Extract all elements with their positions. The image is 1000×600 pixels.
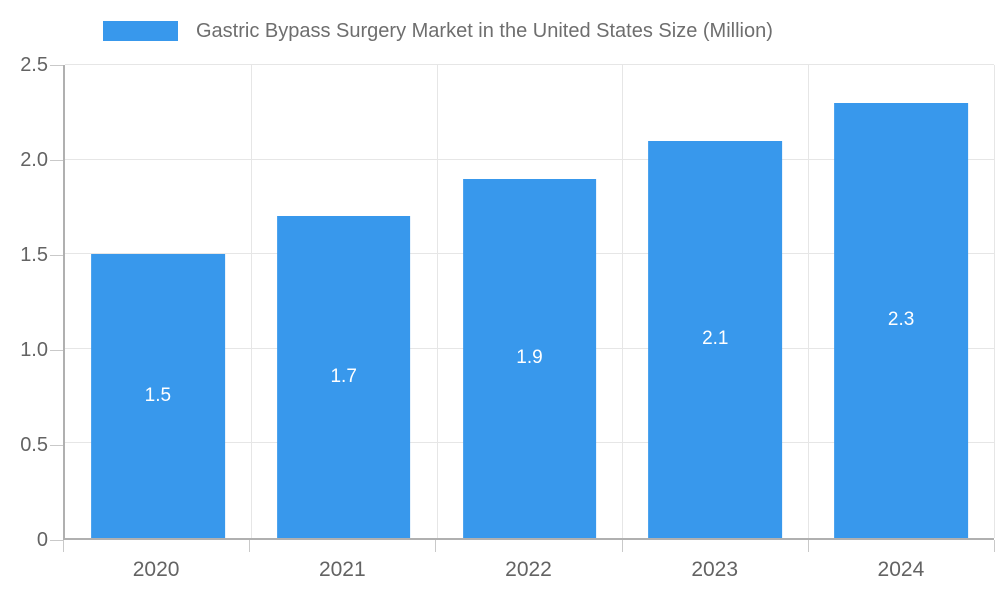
bar-2021[interactable]: 1.7: [276, 216, 411, 538]
x-axis-tick-label: 2021: [318, 558, 366, 581]
y-axis-labels: 0 0.5 1.0 1.5 2.0 2.5: [0, 55, 48, 550]
x-axis-tick-mark: [994, 540, 995, 552]
bar-2023[interactable]: 2.1: [648, 140, 783, 538]
y-axis-tick-label: 1.5: [20, 244, 48, 266]
legend-swatch[interactable]: [103, 21, 178, 41]
x-axis-tick-mark: [63, 540, 64, 552]
bar-value-label: 1.7: [330, 366, 357, 388]
y-axis-tick-mark: [50, 350, 63, 351]
gridline-vertical: [808, 65, 810, 538]
bar-2020[interactable]: 1.5: [91, 254, 225, 538]
legend[interactable]: Gastric Bypass Surgery Market in the Uni…: [103, 18, 773, 44]
bar-value-label: 1.5: [144, 385, 172, 407]
x-axis-labels: 2020 2021 2022 2023 2024: [63, 556, 994, 586]
bar-value-label: 2.1: [702, 328, 729, 350]
y-axis-tick-label: 2.5: [20, 54, 48, 76]
y-axis-tick-mark: [50, 445, 63, 446]
gridline-horizontal: [65, 158, 994, 160]
x-axis-tick-label: 2024: [877, 558, 925, 581]
gridline-vertical: [994, 65, 995, 538]
x-axis-tick-label: 2020: [132, 558, 180, 581]
y-axis-tick-mark: [50, 65, 63, 66]
gridline-horizontal: [65, 64, 994, 65]
y-axis-tick-label: 0.5: [20, 434, 48, 456]
x-axis-tick-mark: [807, 540, 809, 552]
x-axis-tick-label: 2023: [691, 558, 739, 581]
y-axis-tick-label: 2.0: [20, 149, 48, 171]
y-axis-tick-label: 1.0: [20, 339, 48, 361]
bar-value-label: 2.3: [887, 309, 915, 331]
legend-label: Gastric Bypass Surgery Market in the Uni…: [196, 19, 773, 42]
x-axis-tick-label: 2022: [505, 558, 552, 581]
gridline-vertical: [622, 65, 624, 538]
bar-2024[interactable]: 2.3: [834, 102, 968, 538]
x-axis-tick-mark: [435, 540, 437, 552]
y-axis-tick-mark: [50, 160, 63, 161]
gridline-vertical: [250, 65, 252, 538]
y-axis-tick-label: 0: [36, 529, 48, 551]
gridline-vertical: [436, 65, 438, 538]
y-axis-tick-mark: [50, 255, 63, 256]
y-axis-tick-mark: [50, 540, 63, 541]
bar-2022[interactable]: 1.9: [462, 178, 597, 538]
plot-area: 1.5 1.7 1.9 2.1 2.3: [63, 64, 995, 540]
x-axis-tick-mark: [621, 540, 623, 552]
x-axis-tick-mark: [249, 540, 251, 552]
bar-value-label: 1.9: [516, 347, 543, 369]
